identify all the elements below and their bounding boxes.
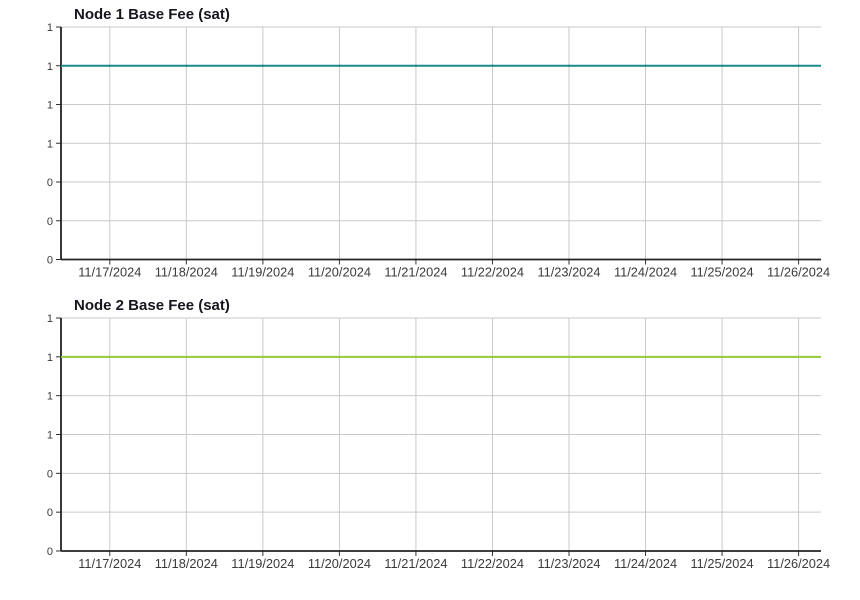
svg-text:0: 0 bbox=[47, 177, 53, 189]
svg-text:11/17/2024: 11/17/2024 bbox=[78, 265, 141, 280]
svg-text:11/18/2024: 11/18/2024 bbox=[155, 265, 218, 280]
svg-text:11/25/2024: 11/25/2024 bbox=[691, 265, 754, 280]
svg-text:11/22/2024: 11/22/2024 bbox=[461, 556, 524, 571]
svg-text:1: 1 bbox=[47, 61, 53, 73]
svg-text:11/20/2024: 11/20/2024 bbox=[308, 556, 371, 571]
svg-text:11/19/2024: 11/19/2024 bbox=[231, 556, 294, 571]
svg-text:0: 0 bbox=[47, 468, 53, 480]
svg-text:0: 0 bbox=[47, 507, 53, 519]
svg-text:1: 1 bbox=[47, 100, 53, 112]
svg-text:1: 1 bbox=[47, 352, 53, 364]
svg-text:1: 1 bbox=[47, 22, 53, 34]
svg-text:11/26/2024: 11/26/2024 bbox=[767, 556, 830, 571]
svg-text:11/23/2024: 11/23/2024 bbox=[537, 265, 600, 280]
svg-text:11/24/2024: 11/24/2024 bbox=[614, 556, 677, 571]
svg-text:1: 1 bbox=[47, 313, 53, 325]
svg-text:11/21/2024: 11/21/2024 bbox=[384, 556, 447, 571]
svg-text:11/24/2024: 11/24/2024 bbox=[614, 265, 677, 280]
svg-text:11/18/2024: 11/18/2024 bbox=[155, 556, 218, 571]
svg-text:11/23/2024: 11/23/2024 bbox=[537, 556, 600, 571]
svg-text:0: 0 bbox=[47, 255, 53, 267]
svg-text:11/22/2024: 11/22/2024 bbox=[461, 265, 524, 280]
svg-text:11/25/2024: 11/25/2024 bbox=[691, 556, 754, 571]
svg-text:1: 1 bbox=[47, 391, 53, 403]
svg-text:11/26/2024: 11/26/2024 bbox=[767, 265, 830, 280]
svg-text:1: 1 bbox=[47, 138, 53, 150]
svg-text:11/21/2024: 11/21/2024 bbox=[384, 265, 447, 280]
svg-text:11/17/2024: 11/17/2024 bbox=[78, 556, 141, 571]
svg-text:1: 1 bbox=[47, 430, 53, 442]
svg-text:11/19/2024: 11/19/2024 bbox=[231, 265, 294, 280]
svg-text:0: 0 bbox=[47, 546, 53, 558]
svg-text:0: 0 bbox=[47, 216, 53, 228]
svg-text:11/20/2024: 11/20/2024 bbox=[308, 265, 371, 280]
